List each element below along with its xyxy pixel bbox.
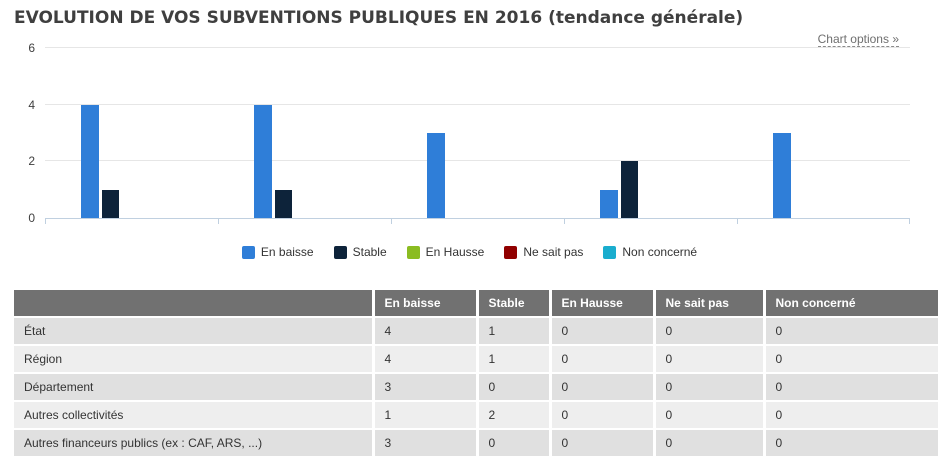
cell-en-baisse: 3	[373, 373, 479, 402]
cell-en-hausse: 0	[550, 345, 656, 374]
chart-legend: En baisse Stable En Hausse Ne sait pas Non c…	[0, 244, 939, 260]
cell-stable: 1	[477, 317, 552, 346]
cell-en-hausse: 0	[550, 317, 656, 346]
legend-label: Ne sait pas	[523, 245, 584, 259]
table-header-en-hausse: En Hausse	[550, 290, 656, 318]
table-row-etat: État 4 1 0 0 0	[14, 317, 939, 346]
chart-options-link[interactable]: Chart options »	[817, 32, 899, 47]
cell-stable: 0	[477, 373, 552, 402]
gridline	[45, 47, 910, 48]
bar-stable[interactable]	[102, 189, 120, 218]
cell-non-concerne: 0	[764, 345, 939, 374]
legend-swatch-non-concerne-icon	[603, 245, 617, 259]
table-header-empty	[14, 290, 375, 318]
bar-chart: 0 2 4 6	[0, 41, 939, 236]
cell-ne-sait-pas: 0	[654, 401, 766, 430]
cell-non-concerne: 0	[764, 429, 939, 458]
bar-group-autres-collectivites	[564, 48, 737, 218]
legend-item-non-concerne[interactable]: Non concerné	[603, 245, 697, 259]
cell-ne-sait-pas: 0	[654, 373, 766, 402]
row-label: État	[14, 317, 375, 346]
table-row-departement: Département 3 0 0 0 0	[14, 373, 939, 402]
cell-non-concerne: 0	[764, 401, 939, 430]
legend-label: Non concerné	[622, 245, 698, 259]
plot-area: 0 2 4 6	[28, 41, 910, 225]
table-header-ne-sait-pas: Ne sait pas	[654, 290, 766, 318]
row-label: Région	[14, 345, 375, 374]
x-axis-tick	[737, 219, 738, 224]
row-label: Autres financeurs publics (ex : CAF, ARS…	[14, 429, 375, 458]
cell-en-hausse: 0	[550, 429, 656, 458]
row-label: Autres collectivités	[14, 401, 375, 430]
bar-group-departement	[391, 48, 564, 218]
bar-group-etat	[45, 48, 218, 218]
cell-ne-sait-pas: 0	[654, 429, 766, 458]
bar-group-region	[218, 48, 391, 218]
x-axis-tick	[909, 219, 910, 224]
cell-en-baisse: 1	[373, 401, 479, 430]
row-label: Département	[14, 373, 375, 402]
legend-label: En Hausse	[425, 245, 485, 259]
page-title: EVOLUTION DE VOS SUBVENTIONS PUBLIQUES E…	[14, 8, 744, 28]
table-row-autres-financeurs-publics-ex-caf-ars: Autres financeurs publics (ex : CAF, ARS…	[14, 429, 939, 458]
x-axis-tick	[218, 219, 219, 224]
bar-en-baisse[interactable]	[600, 189, 618, 218]
x-axis-tick	[391, 219, 392, 224]
legend-item-ne-sait-pas[interactable]: Ne sait pas	[504, 245, 583, 259]
cell-ne-sait-pas: 0	[654, 317, 766, 346]
legend-item-en-baisse[interactable]: En baisse	[241, 245, 314, 259]
table-row-region: Région 4 1 0 0 0	[14, 345, 939, 374]
legend-label: En baisse	[260, 245, 314, 259]
bar-stable[interactable]	[621, 161, 639, 218]
bar-en-baisse[interactable]	[427, 133, 445, 218]
cell-en-baisse: 4	[373, 345, 479, 374]
table-header-stable: Stable	[477, 290, 552, 318]
x-axis-tick	[564, 219, 565, 224]
cell-en-baisse: 4	[373, 317, 479, 346]
bar-en-baisse[interactable]	[773, 133, 791, 218]
legend-item-stable[interactable]: Stable	[333, 245, 387, 259]
x-axis-tick	[45, 219, 46, 224]
bar-group-autres-financeurs-publics-ex-caf-ars	[737, 48, 910, 218]
cell-stable: 2	[477, 401, 552, 430]
chart-options-row: Chart options »	[0, 30, 899, 47]
gridline	[45, 103, 910, 105]
cell-non-concerne: 0	[764, 317, 939, 346]
legend-swatch-en-hausse-icon	[406, 245, 420, 259]
bar-en-baisse[interactable]	[81, 104, 99, 218]
y-tick-label: 4	[28, 97, 35, 112]
legend-swatch-ne-sait-pas-icon	[504, 245, 518, 259]
cell-stable: 0	[477, 429, 552, 458]
table-header-non-concerne: Non concerné	[764, 290, 939, 318]
table-header-row: En baisse Stable En Hausse Ne sait pas Non c…	[14, 290, 939, 318]
cell-non-concerne: 0	[764, 373, 939, 402]
cell-ne-sait-pas: 0	[654, 345, 766, 374]
results-table: En baisse Stable En Hausse Ne sait pas Non c…	[14, 290, 939, 458]
table-row-autres-collectivites: Autres collectivités 1 2 0 0 0	[14, 401, 939, 430]
legend-swatch-en-baisse-icon	[241, 245, 255, 259]
bar-en-baisse[interactable]	[254, 104, 272, 218]
y-tick-label: 6	[28, 41, 35, 55]
table-header-en-baisse: En baisse	[373, 290, 479, 318]
cell-en-hausse: 0	[550, 401, 656, 430]
y-tick-label: 0	[28, 211, 35, 225]
gridline	[45, 160, 910, 162]
legend-item-en-hausse[interactable]: En Hausse	[406, 245, 485, 259]
cell-stable: 1	[477, 345, 552, 374]
legend-swatch-stable-icon	[333, 245, 347, 259]
legend-label: Stable	[352, 245, 387, 259]
cell-en-hausse: 0	[550, 373, 656, 402]
y-tick-label: 2	[28, 154, 35, 169]
bar-stable[interactable]	[275, 189, 293, 218]
table-body: État 4 1 0 0 0 Région 4 1 0 0 0 Département 3 0 0 0 0 Autr…	[14, 317, 939, 458]
cell-en-baisse: 3	[373, 429, 479, 458]
